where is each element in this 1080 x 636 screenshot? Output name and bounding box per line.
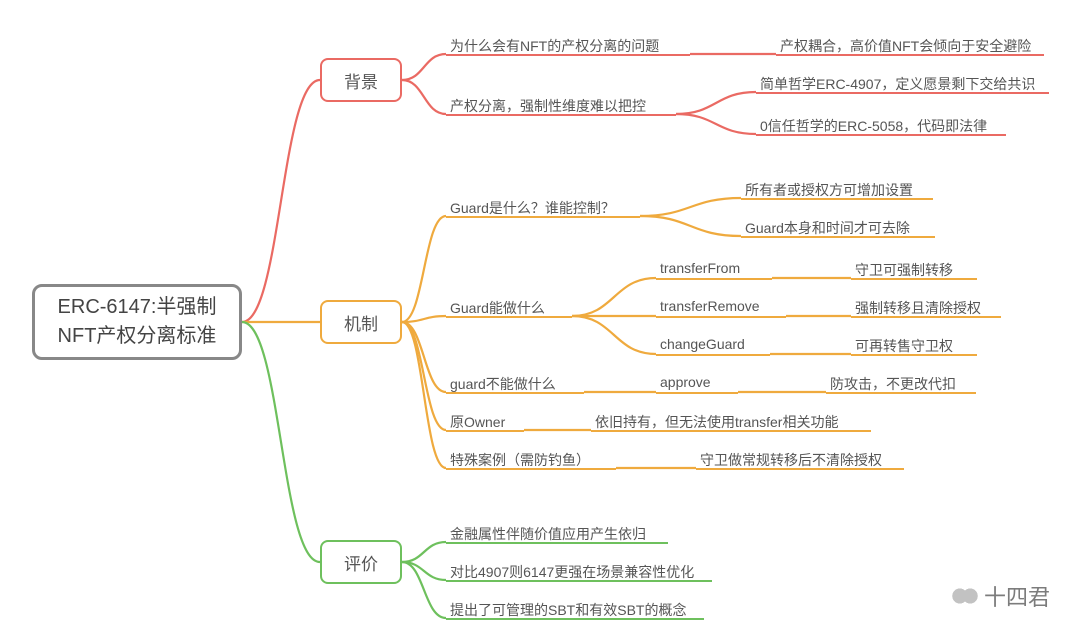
leaf-node[interactable]: 为什么会有NFT的产权分离的问题 xyxy=(450,36,659,56)
leaf-node[interactable]: Guard本身和时间才可去除 xyxy=(745,218,910,238)
leaf-underline xyxy=(446,580,712,582)
leaf-node[interactable]: Guard能做什么 xyxy=(450,298,545,318)
branch-eval[interactable]: 评价 xyxy=(320,540,402,584)
leaf-node[interactable]: transferFrom xyxy=(660,260,740,276)
leaf-node[interactable]: 强制转移且清除授权 xyxy=(855,298,981,318)
leaf-node[interactable]: transferRemove xyxy=(660,298,760,314)
leaf-underline xyxy=(776,54,1044,56)
leaf-node[interactable]: 原Owner xyxy=(450,412,505,432)
leaf-underline xyxy=(446,542,668,544)
leaf-underline xyxy=(656,278,772,280)
leaf-node[interactable]: approve xyxy=(660,374,711,390)
root-line1: ERC-6147:半强制 xyxy=(58,293,217,322)
root-line2: NFT产权分离标准 xyxy=(58,322,217,351)
leaf-node[interactable]: 简单哲学ERC-4907，定义愿景剩下交给共识 xyxy=(760,74,1035,94)
leaf-underline xyxy=(446,114,676,116)
branch-bg-label: 背景 xyxy=(344,68,378,93)
leaf-underline xyxy=(656,354,770,356)
leaf-underline xyxy=(446,392,584,394)
leaf-node[interactable]: 守卫做常规转移后不清除授权 xyxy=(700,450,882,470)
leaf-underline xyxy=(851,278,977,280)
leaf-underline xyxy=(696,468,904,470)
watermark: 十四君 xyxy=(952,580,1050,612)
leaf-node[interactable]: changeGuard xyxy=(660,336,745,352)
leaf-node[interactable]: Guard是什么？谁能控制？ xyxy=(450,198,615,218)
leaf-node[interactable]: 所有者或授权方可增加设置 xyxy=(745,180,913,200)
leaf-node[interactable]: 可再转售守卫权 xyxy=(855,336,953,356)
leaf-underline xyxy=(446,216,640,218)
leaf-underline xyxy=(756,92,1049,94)
leaf-underline xyxy=(591,430,871,432)
leaf-underline xyxy=(446,468,616,470)
leaf-node[interactable]: 防攻击，不更改代扣 xyxy=(830,374,956,394)
branch-bg[interactable]: 背景 xyxy=(320,58,402,102)
leaf-underline xyxy=(756,134,1006,136)
leaf-node[interactable]: 产权分离，强制性维度难以把控 xyxy=(450,96,646,116)
leaf-node[interactable]: 产权耦合，高价值NFT会倾向于安全避险 xyxy=(780,36,1031,56)
branch-mech-label: 机制 xyxy=(344,310,378,335)
leaf-underline xyxy=(656,316,786,318)
leaf-underline xyxy=(826,392,976,394)
leaf-node[interactable]: 0信任哲学的ERC-5058，代码即法律 xyxy=(760,116,987,136)
leaf-node[interactable]: 守卫可强制转移 xyxy=(855,260,953,280)
watermark-text: 十四君 xyxy=(984,580,1050,612)
wechat-icon xyxy=(952,585,978,607)
branch-eval-label: 评价 xyxy=(344,550,378,575)
leaf-underline xyxy=(446,316,572,318)
leaf-underline xyxy=(851,316,1001,318)
leaf-node[interactable]: 特殊案例（需防钓鱼） xyxy=(450,450,590,470)
leaf-underline xyxy=(741,236,935,238)
leaf-underline xyxy=(851,354,977,356)
leaf-underline xyxy=(656,392,738,394)
leaf-node[interactable]: 金融属性伴随价值应用产生依归 xyxy=(450,524,646,544)
leaf-underline xyxy=(741,198,933,200)
leaf-underline xyxy=(446,430,524,432)
root-node[interactable]: ERC-6147:半强制 NFT产权分离标准 xyxy=(32,284,242,360)
leaf-underline xyxy=(446,54,690,56)
branch-mech[interactable]: 机制 xyxy=(320,300,402,344)
leaf-underline xyxy=(446,618,704,620)
leaf-node[interactable]: 提出了可管理的SBT和有效SBT的概念 xyxy=(450,600,686,620)
leaf-node[interactable]: guard不能做什么 xyxy=(450,374,556,394)
leaf-node[interactable]: 对比4907则6147更强在场景兼容性优化 xyxy=(450,562,694,582)
leaf-node[interactable]: 依旧持有，但无法使用transfer相关功能 xyxy=(595,412,838,432)
